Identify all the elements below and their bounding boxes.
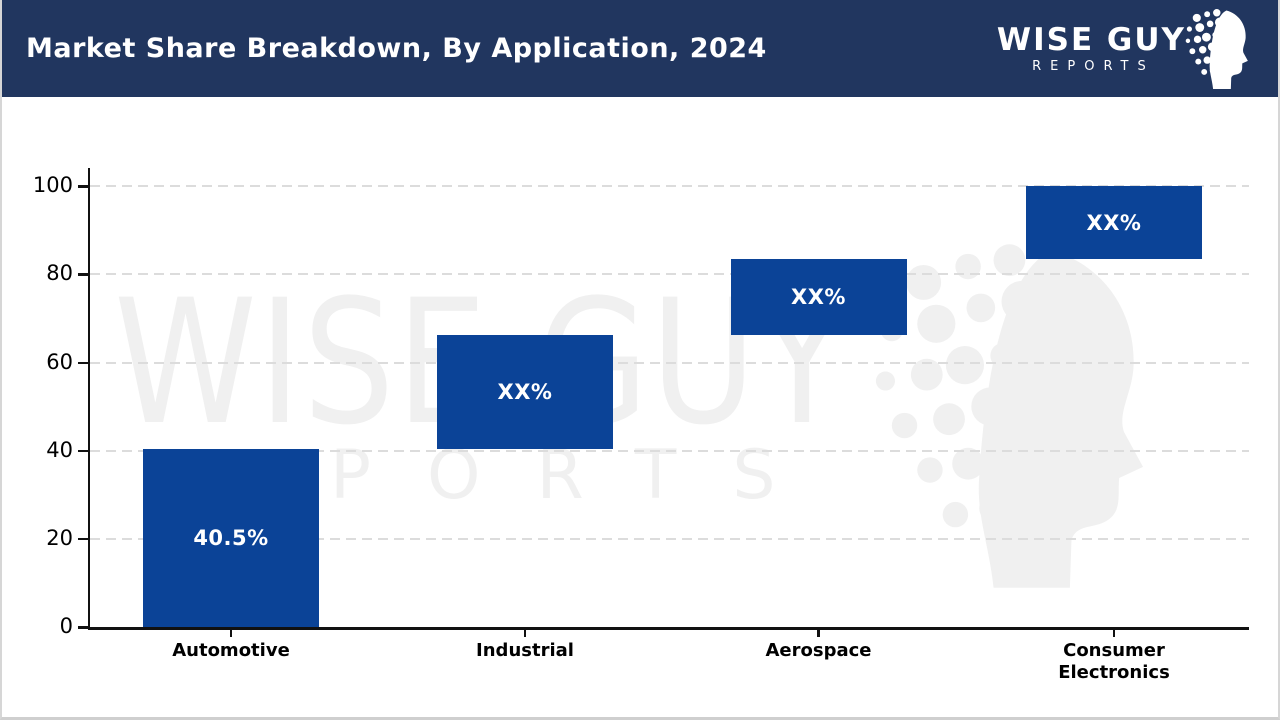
wiseguy-head-icon bbox=[1185, 8, 1248, 89]
chart-plot-area: 0 20 40 60 80 100 40.5% XX% XX% XX% Automotive Indu… bbox=[2, 97, 1278, 717]
y-tick-mark-0 bbox=[78, 626, 90, 629]
bar-aerospace: XX% bbox=[730, 259, 907, 335]
x-axis-label-aerospace: Aerospace bbox=[765, 640, 872, 661]
gridline-60 bbox=[90, 361, 1249, 364]
bar-value-label: XX% bbox=[1086, 210, 1142, 235]
x-tick-mark-0 bbox=[229, 627, 233, 637]
gridline-80 bbox=[90, 273, 1249, 276]
gridline-20 bbox=[90, 537, 1249, 540]
y-tick-mark-100 bbox=[78, 185, 90, 188]
y-tick-label-0: 0 bbox=[59, 614, 73, 638]
logo-subtitle: REPORTS bbox=[1032, 58, 1155, 74]
header-band: Market Share Breakdown, By Application, … bbox=[2, 0, 1278, 97]
y-tick-label-60: 60 bbox=[46, 349, 73, 374]
x-tick-mark-2 bbox=[817, 627, 820, 637]
y-tick-mark-80 bbox=[78, 273, 90, 276]
bar-industrial: XX% bbox=[437, 334, 613, 449]
bar-automotive: 40.5% bbox=[143, 448, 319, 627]
bar-value-label: XX% bbox=[791, 284, 846, 309]
y-axis bbox=[87, 168, 90, 630]
wiseguy-logo-text: WISE GUY REPORTS bbox=[996, 21, 1186, 74]
wiseguy-logo: WISE GUY REPORTS bbox=[997, 8, 1256, 90]
x-axis-label-automotive: Automotive bbox=[172, 640, 290, 661]
bar-value-label: XX% bbox=[497, 379, 553, 404]
x-axis bbox=[87, 627, 1249, 630]
gridline-40 bbox=[90, 449, 1249, 452]
x-tick-mark-1 bbox=[523, 627, 527, 637]
page-title: Market Share Breakdown, By Application, … bbox=[26, 33, 767, 64]
logo-wordmark: WISE GUY bbox=[996, 21, 1186, 58]
gridline-100 bbox=[90, 185, 1249, 188]
y-tick-mark-40 bbox=[78, 449, 90, 453]
y-tick-mark-60 bbox=[78, 361, 90, 365]
y-tick-label-20: 20 bbox=[46, 525, 73, 550]
x-axis-label-consumer-electronics: Consumer Electronics bbox=[1058, 640, 1170, 683]
x-axis-label-industrial: Industrial bbox=[476, 640, 574, 661]
bar-value-label: 40.5% bbox=[193, 525, 269, 550]
y-tick-label-40: 40 bbox=[46, 437, 73, 462]
y-tick-mark-20 bbox=[78, 537, 90, 541]
bar-consumer-electronics: XX% bbox=[1026, 186, 1202, 259]
y-tick-label-80: 80 bbox=[46, 261, 73, 286]
y-tick-label-100: 100 bbox=[32, 173, 73, 198]
x-tick-mark-3 bbox=[1112, 627, 1116, 637]
